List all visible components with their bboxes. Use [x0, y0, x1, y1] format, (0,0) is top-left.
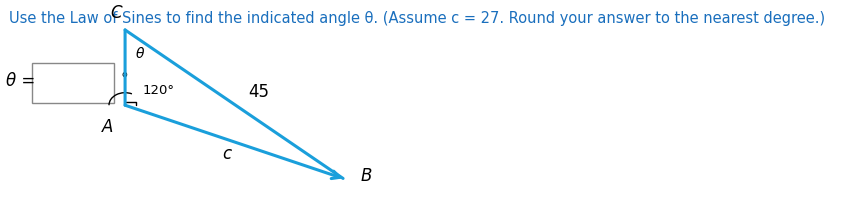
Text: A: A	[101, 118, 113, 136]
Text: 45: 45	[249, 83, 270, 101]
Text: θ =: θ =	[6, 72, 35, 90]
Text: Use the Law of Sines to find the indicated angle θ. (Assume c = 27. Round your a: Use the Law of Sines to find the indicat…	[9, 11, 825, 26]
Text: θ: θ	[136, 47, 144, 61]
Text: B: B	[361, 167, 372, 185]
Text: °: °	[120, 72, 127, 87]
Bar	[32, 63, 114, 103]
Text: 120°: 120°	[143, 84, 175, 97]
Text: C: C	[111, 4, 122, 22]
Text: c: c	[222, 145, 231, 163]
